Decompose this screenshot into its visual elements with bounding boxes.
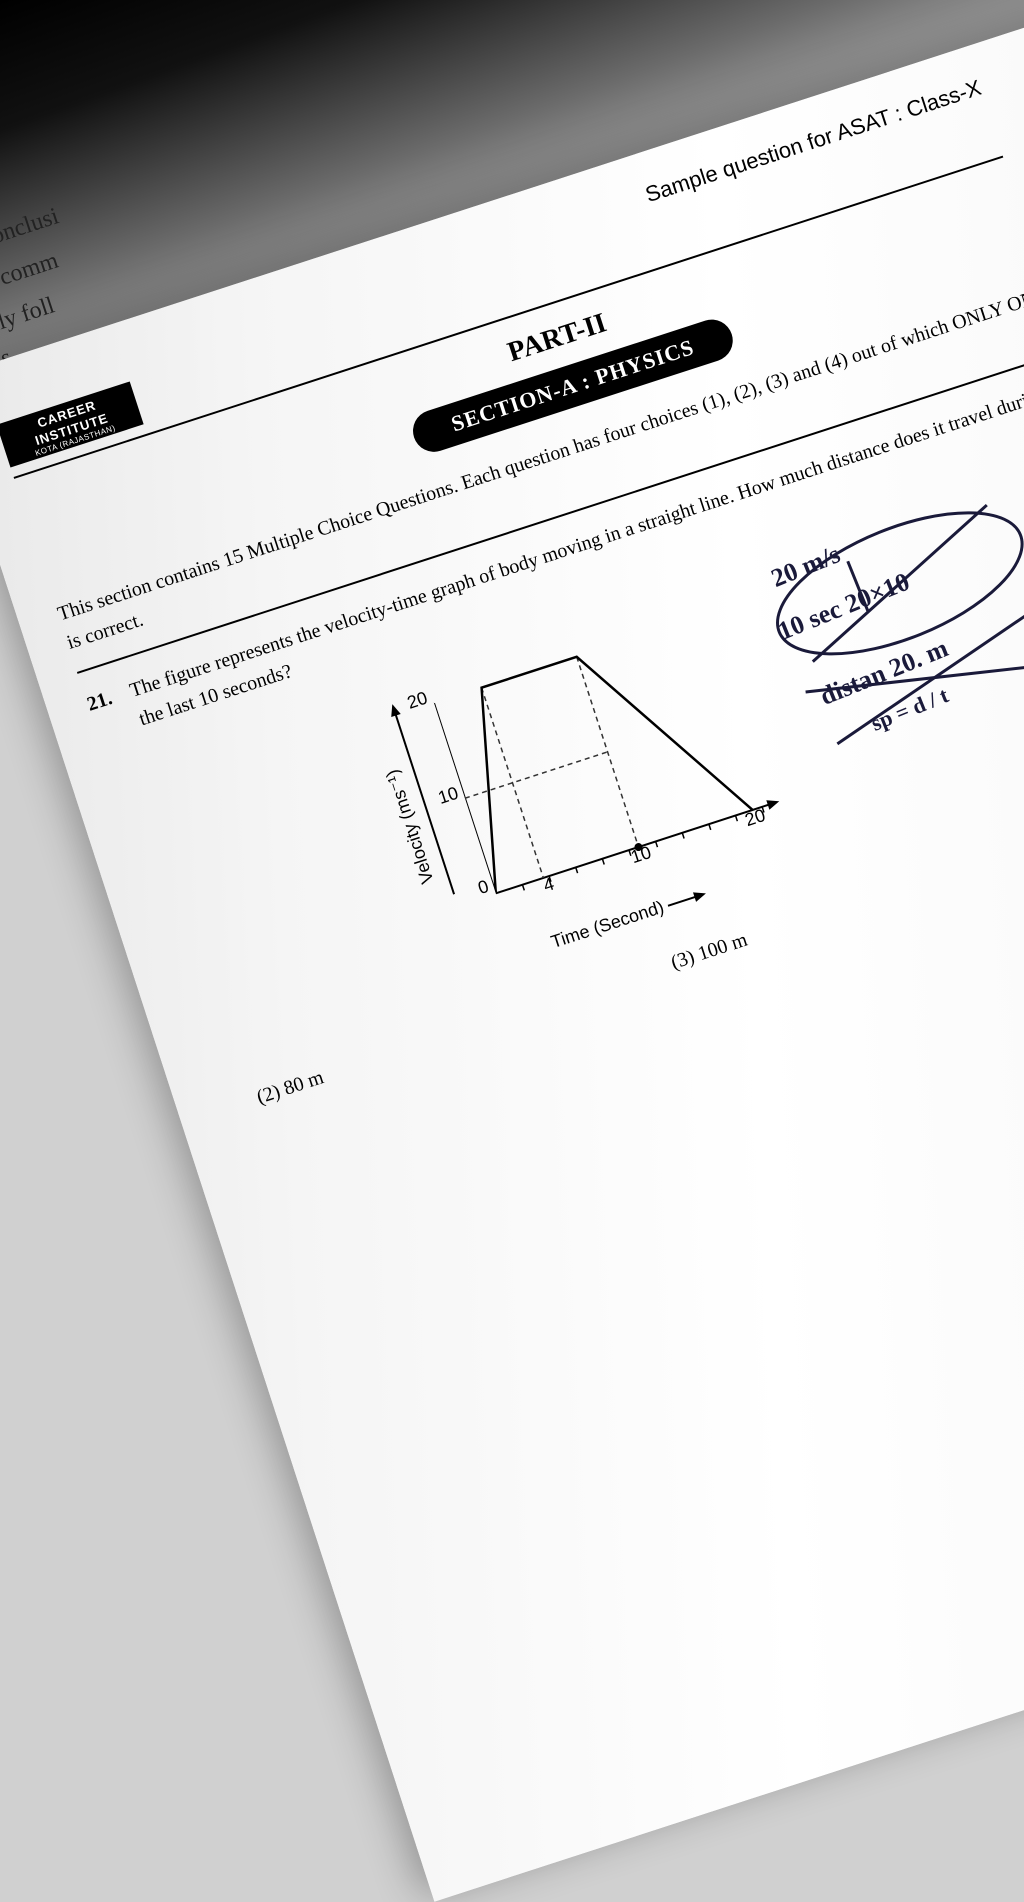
answer-option-3: (3) 100 m	[668, 929, 750, 975]
sample-header: Sample question for ASAT : Class-X	[642, 75, 984, 208]
prev-page-fragment: conclusi	[0, 203, 62, 253]
velocity-time-chart: Velocity (ms⁻¹) 20 10 0 4 10 20 Time (Se…	[342, 595, 784, 960]
question-number: 21.	[83, 679, 130, 720]
institute-logo: CAREER INSTITUTE KOTA (RAJASTHAN)	[0, 381, 144, 467]
y-tick-label: 10	[426, 783, 461, 812]
x-axis-label: Time (Second)	[548, 883, 709, 953]
prev-page-fragment: cally foll	[0, 292, 58, 344]
prev-page-fragment: th comm	[0, 248, 62, 300]
x-axis-arrow-icon	[666, 887, 708, 913]
y-tick-label: 0	[456, 876, 491, 905]
y-tick-label: 20	[395, 688, 430, 717]
chart-plot	[431, 601, 787, 912]
header-divider	[14, 156, 1004, 479]
x-axis-label-text: Time (Second)	[548, 897, 666, 952]
exam-page: Sample question for ASAT : Class-X CAREE…	[0, 9, 1024, 1902]
answer-option-2: (2) 80 m	[254, 1066, 327, 1109]
